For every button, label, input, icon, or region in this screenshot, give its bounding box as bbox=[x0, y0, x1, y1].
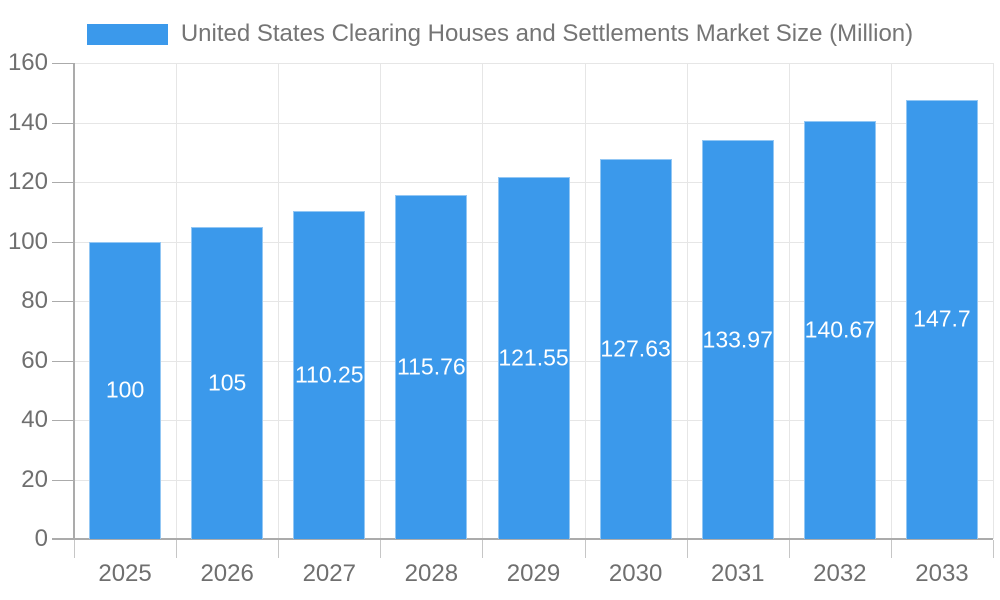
x-gridline bbox=[482, 63, 484, 539]
x-axis-label: 2029 bbox=[506, 560, 561, 587]
x-axis-tick bbox=[788, 540, 790, 558]
x-axis-label: 2025 bbox=[98, 560, 152, 587]
bar-value-label: 100 bbox=[105, 376, 145, 403]
x-axis-tick bbox=[74, 540, 75, 558]
bar-value-label: 133.97 bbox=[702, 326, 773, 353]
x-axis-label: 2032 bbox=[813, 560, 867, 587]
bar[interactable] bbox=[293, 211, 366, 539]
y-axis-label: 40 bbox=[21, 406, 48, 433]
y-axis-tick bbox=[52, 182, 74, 183]
x-gridline bbox=[686, 63, 688, 539]
y-axis-line bbox=[73, 63, 75, 539]
y-gridline bbox=[74, 63, 993, 64]
bar-value-label: 140.67 bbox=[804, 316, 876, 343]
x-axis-label: 2026 bbox=[200, 560, 254, 587]
y-axis-tick bbox=[52, 360, 74, 362]
bar[interactable] bbox=[905, 99, 978, 539]
y-axis-tick bbox=[52, 420, 74, 421]
legend[interactable]: United States Clearing Houses and Settle… bbox=[0, 20, 1000, 48]
x-axis-label: 2031 bbox=[711, 560, 765, 587]
y-axis-label: 60 bbox=[21, 346, 48, 374]
bar[interactable] bbox=[497, 177, 570, 539]
x-gridline bbox=[788, 63, 790, 539]
y-axis-label: 140 bbox=[7, 108, 48, 136]
y-axis-tick bbox=[52, 63, 74, 64]
x-axis-tick bbox=[993, 540, 994, 558]
legend-label: United States Clearing Houses and Settle… bbox=[180, 20, 914, 47]
x-axis-tick bbox=[686, 540, 688, 558]
bar[interactable] bbox=[89, 241, 162, 539]
x-axis-tick bbox=[278, 540, 280, 558]
x-axis-tick bbox=[890, 540, 892, 558]
bar-value-label: 121.55 bbox=[498, 344, 569, 371]
x-axis-tick bbox=[584, 540, 586, 558]
x-gridline bbox=[993, 63, 994, 539]
x-axis-label: 2027 bbox=[302, 560, 356, 587]
legend-swatch-icon bbox=[86, 23, 168, 45]
bar-value-label: 105 bbox=[207, 369, 247, 396]
x-gridline bbox=[278, 63, 280, 539]
y-axis-label: 20 bbox=[21, 465, 48, 493]
x-axis-label: 2028 bbox=[404, 560, 459, 587]
y-axis-tick bbox=[52, 301, 74, 302]
bar[interactable] bbox=[803, 120, 876, 539]
bar-value-label: 110.25 bbox=[294, 361, 364, 388]
x-axis-tick bbox=[482, 540, 484, 558]
x-gridline bbox=[176, 63, 178, 539]
bar[interactable] bbox=[395, 194, 468, 539]
bar-value-label: 115.76 bbox=[397, 353, 466, 380]
x-axis-tick bbox=[176, 540, 178, 558]
x-axis-label: 2033 bbox=[915, 560, 969, 587]
y-axis-tick bbox=[52, 241, 74, 243]
y-axis-label: 160 bbox=[7, 49, 48, 76]
x-axis-label: 2030 bbox=[608, 560, 663, 587]
x-gridline bbox=[584, 63, 586, 539]
x-gridline bbox=[890, 63, 892, 539]
x-gridline bbox=[380, 63, 382, 539]
x-axis-line bbox=[52, 538, 993, 540]
y-axis-tick bbox=[52, 122, 74, 124]
y-axis-label: 100 bbox=[7, 227, 48, 255]
bar-value-label: 147.7 bbox=[913, 305, 971, 332]
y-gridline bbox=[74, 122, 993, 124]
bar[interactable] bbox=[599, 159, 672, 539]
y-axis-label: 80 bbox=[21, 287, 48, 314]
bar-value-label: 127.63 bbox=[600, 335, 671, 362]
y-axis-tick bbox=[52, 479, 74, 481]
bar[interactable] bbox=[701, 140, 774, 539]
y-axis-label: 0 bbox=[34, 525, 48, 552]
x-axis-tick bbox=[380, 540, 382, 558]
y-axis-label: 120 bbox=[7, 168, 48, 195]
bar[interactable] bbox=[191, 226, 264, 539]
